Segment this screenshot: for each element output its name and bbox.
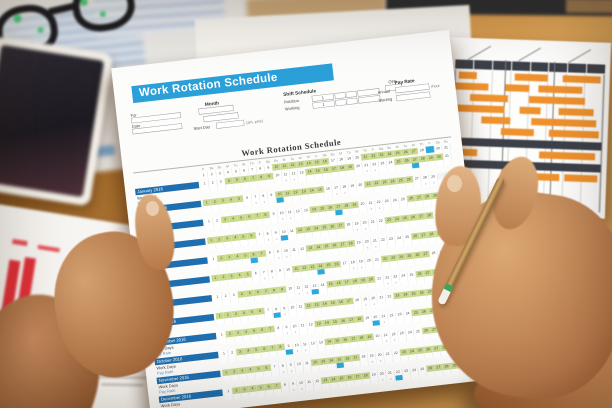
gantt-bar [458,71,477,80]
gantt-bar [505,84,530,93]
gantt-header-cell [587,64,606,74]
start-day-label: Start Day [193,124,211,131]
payday-marker [335,209,343,216]
pencil-scribble [101,383,144,386]
payday-marker [273,312,281,319]
gantt-bar [528,96,586,105]
gantt-bar [548,129,599,139]
payday-marker [372,320,380,326]
gantt-header-slash [568,49,592,64]
eyeglasses-lens [69,0,139,36]
pay-row-label: Annual [377,88,391,95]
gantt-header-cell [530,62,549,72]
pay-row-box [396,91,431,102]
shift-row-label: Rotation [283,98,300,105]
month-label: January 2016 [137,186,164,195]
red-chart-label-mark [12,238,28,247]
tablet-device [0,35,114,207]
gantt-header-cell [549,62,568,73]
tablet-screen [0,44,105,198]
start-day-note: (am, pms) [245,118,264,125]
shift-cell [358,95,381,104]
gantt-header-cell [455,59,474,70]
gantt-bar [535,173,559,182]
payday-marker [336,362,344,369]
shift-cell: 1 [312,100,335,109]
gantt-bar [480,116,511,125]
payday-marker [411,162,420,169]
right-thumbnail [447,175,462,192]
gantt-header-cell [511,61,530,72]
payday-marker [250,257,259,264]
marker-cell [444,159,453,165]
gantt-header-slash [468,45,492,60]
gantt-header-cell [568,63,587,73]
gantt-bar [454,104,506,114]
shift-row-label: Working [284,105,300,112]
gantt-bar [469,93,509,103]
eyeglasses-bridge [48,2,76,16]
gantt-bar [531,118,597,128]
gantt-bar [538,85,583,94]
gantt-bar [514,73,548,82]
pay-row-label: Starting [378,96,393,103]
gantt-header-cell [492,60,511,71]
gantt-header-cell [473,60,493,70]
payday-marker [280,234,289,241]
gantt-bar [538,151,596,161]
day-cell: 31 [441,144,451,152]
gantt-header-slash [518,47,542,62]
start-day-box [216,119,245,129]
month-label-bar: January 2016 [134,181,200,196]
form-field-box [130,112,182,124]
gantt-bar [455,82,489,91]
gantt-bar [519,106,541,115]
red-chart-label-mark [37,244,60,253]
gantt-bar [558,108,594,117]
gantt-bar [564,174,598,183]
payday-marker [285,349,294,355]
pay-row-note: /hour [431,83,441,89]
shift-cell: 2 [335,97,358,107]
gantt-bar [562,75,601,84]
gantt-bar [501,128,534,137]
payday-marker [311,288,320,295]
background-dark-edge-tan [565,0,612,14]
payday-marker [395,374,403,381]
payday-marker [317,269,326,275]
payday-marker [276,197,285,203]
